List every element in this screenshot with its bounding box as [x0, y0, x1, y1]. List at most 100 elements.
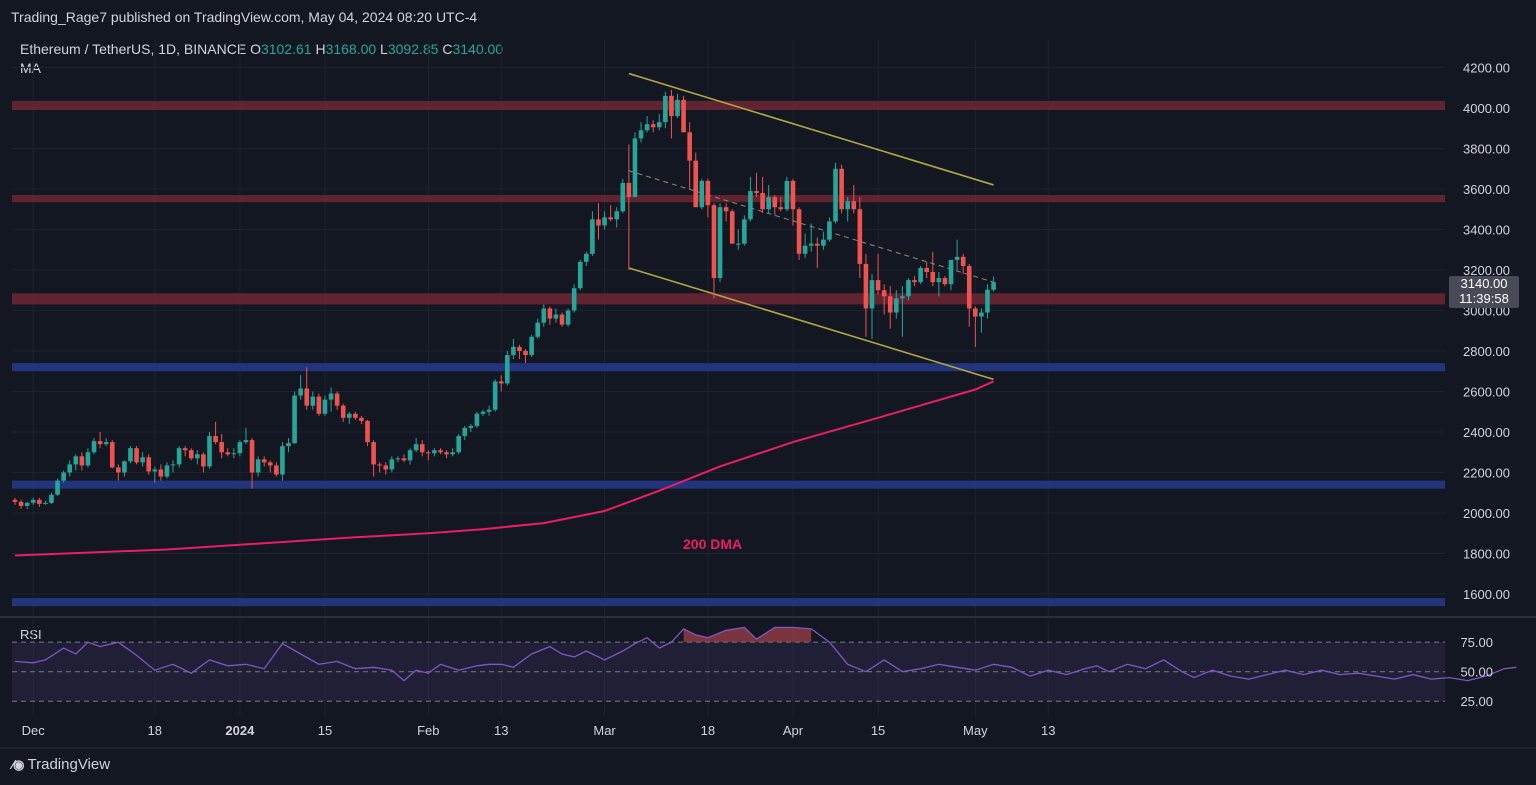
candle-body [231, 453, 237, 455]
candle [73, 454, 79, 471]
candle-body [511, 346, 516, 356]
candle-body [833, 168, 838, 222]
candle [571, 284, 577, 313]
candle-body [571, 288, 577, 311]
candle-body [401, 458, 407, 461]
candle [723, 203, 729, 222]
candle [754, 172, 759, 198]
candle [954, 239, 960, 270]
candle [541, 304, 547, 327]
candle [991, 276, 996, 292]
candle [243, 427, 249, 445]
candle [170, 460, 176, 473]
candle-body [650, 124, 656, 128]
candle [620, 178, 626, 214]
candle-body [754, 191, 759, 194]
candle [906, 278, 911, 301]
candle [298, 375, 303, 400]
candle-body [559, 314, 565, 325]
candle-body [942, 278, 948, 285]
candle-body [966, 265, 972, 309]
price-axis-label: 3800.00 [1463, 142, 1510, 157]
candle-body [827, 221, 832, 240]
candle [948, 259, 954, 291]
price-axis-label: 3600.00 [1463, 182, 1510, 197]
candle [626, 144, 632, 270]
price-tag-countdown: 11:39:58 [1459, 291, 1509, 306]
candle-body [863, 263, 869, 309]
candle-body [717, 207, 723, 279]
candle-body [328, 393, 334, 400]
candle-body [991, 282, 996, 290]
time-axis-label: Dec [22, 723, 46, 738]
candle-body [900, 296, 905, 299]
candle-body [298, 388, 303, 396]
price-axis-label: 3200.00 [1463, 263, 1510, 278]
candle [821, 231, 826, 250]
candle [383, 462, 389, 475]
candle [419, 440, 425, 457]
candle [979, 308, 984, 333]
candle [413, 438, 419, 453]
candle-body [936, 278, 942, 283]
candle [304, 367, 310, 410]
candle [353, 411, 358, 420]
candle [267, 460, 273, 473]
candle-body [116, 467, 121, 473]
candle [912, 276, 917, 287]
ohlc-values: O3102.61 H3168.00 L3092.85 C3140.00 [250, 41, 503, 57]
candle [322, 395, 328, 416]
candle [936, 272, 942, 297]
rsi-label[interactable]: RSI [20, 627, 42, 642]
candle [109, 440, 115, 469]
candle-body [195, 454, 200, 459]
candle [590, 211, 595, 256]
candle [30, 497, 36, 505]
candle [517, 344, 522, 360]
brand[interactable]: ⁄◉ TradingView [12, 756, 110, 773]
candle-body [371, 442, 376, 465]
candle [735, 229, 741, 250]
candle [790, 178, 796, 226]
candle-body [535, 322, 541, 337]
candle-body [845, 201, 850, 210]
ohlc-key: L [376, 41, 388, 57]
candle [814, 237, 820, 268]
candle-body [18, 501, 24, 506]
tradingview-logo-icon: ⁄◉ [12, 756, 24, 772]
candle [249, 438, 255, 489]
price-axis-label: 4200.00 [1463, 61, 1510, 76]
candle [158, 464, 164, 481]
price-axis-label: 3400.00 [1463, 223, 1510, 238]
candle [784, 176, 790, 212]
brand-name: TradingView [27, 756, 111, 773]
candle-body [67, 464, 73, 473]
candle [650, 120, 656, 133]
candle [742, 215, 747, 246]
rsi-line [14, 626, 1517, 682]
candle-body [766, 197, 771, 210]
candle [608, 205, 613, 222]
candle [55, 478, 60, 496]
candle [122, 460, 127, 477]
candle-body [681, 99, 686, 133]
candle [286, 438, 291, 453]
candle-body [109, 442, 115, 468]
candle [116, 464, 121, 481]
candle [274, 462, 279, 477]
candle [103, 438, 109, 447]
candle-body [152, 469, 158, 472]
candle [802, 233, 808, 258]
candle-body [389, 459, 395, 470]
candle-body [468, 425, 474, 428]
candle [547, 306, 553, 325]
candle-body [61, 472, 66, 481]
support-zone [12, 598, 1445, 607]
candle-body [438, 450, 443, 453]
candle-body [85, 452, 91, 466]
candle-body [243, 440, 249, 443]
candle [401, 454, 407, 463]
candle [176, 446, 182, 468]
rsi-axis-label: 50.00 [1460, 665, 1493, 680]
